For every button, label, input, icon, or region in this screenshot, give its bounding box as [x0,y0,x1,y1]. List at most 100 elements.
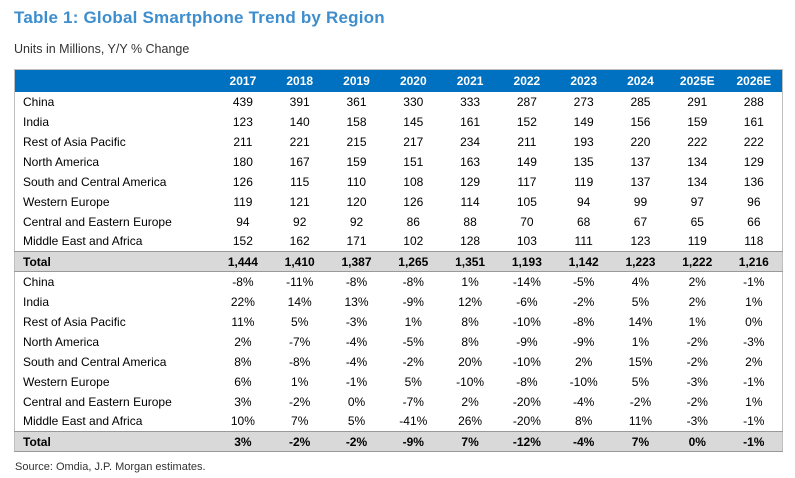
cell-value: 114 [460,194,480,209]
column-header: 2023 [555,69,613,92]
cell-value: 121 [289,194,310,209]
cell-value: 1,193 [498,251,556,272]
row-label: Central and Eastern Europe [23,394,172,409]
cell-value: -1% [743,274,765,289]
cell-value: 8% [461,334,479,349]
cell-value: 102 [403,234,424,249]
cell-value: 117 [517,174,537,189]
row-label: Total [14,251,215,272]
cell-value: 2% [234,334,252,349]
cell-value: -2% [573,294,595,309]
cell-value: 1% [631,334,650,349]
cell-value: -9% [573,334,595,349]
cell-value: 140 [289,114,310,129]
cell-value: 111 [574,234,593,249]
cell-value: 2% [461,394,479,409]
cell-value: 167 [289,154,310,169]
row-label: Rest of Asia Pacific [23,314,126,329]
cell-value: -8% [345,274,368,289]
cell-value: -7% [289,334,311,349]
cell-value: 1,410 [271,251,329,272]
cell-value: 8% [575,414,593,429]
cell-value: 158 [346,114,367,129]
table-row: North America 180 167 159 151 163 149 135 137 134… [15,152,783,172]
table-row: Middle East and Africa 10% 7% 5% -41% 26% -20%… [15,412,783,432]
cell-value: 152 [232,234,253,249]
cell-value: -2% [402,354,424,369]
row-label: North America [23,154,100,169]
table-row: India 123 140 158 145 161 152 149 156 159 161 [15,112,783,132]
cell-value: 1,216 [725,251,783,272]
cell-value: 163 [460,154,481,169]
cell-value: 103 [516,234,537,249]
cell-value: 285 [630,94,651,109]
cell-value: 2% [688,294,706,309]
cell-value: 68 [577,214,591,229]
cell-value: 7% [441,431,499,452]
table-row: Central and Eastern Europe 3% -2% 0% -7% 2% -2… [15,392,783,412]
cell-value: 1% [745,294,763,309]
cell-value: 2% [575,354,593,369]
cell-value: -10% [456,374,485,389]
column-header: 2018 [271,69,329,92]
cell-value: 5% [347,414,366,429]
cell-value: 8% [461,314,479,329]
cell-value: 1,223 [612,251,669,272]
cell-value: -3% [743,334,765,349]
table-total-row: Total 1,444 1,410 1,387 1,265 1,351 1,193 1,142… [14,251,783,272]
cell-value: -9% [384,431,442,452]
cell-value: 1% [461,274,479,289]
cell-value: -1% [743,414,765,429]
cell-value: 88 [463,214,477,229]
cell-value: 70 [520,214,534,229]
cell-value: -12% [498,431,556,452]
cell-value: 439 [232,94,253,109]
cell-value: -11% [286,274,314,289]
cell-value: -5% [402,334,424,349]
cell-value: 149 [516,154,537,169]
cell-value: -2% [686,394,708,409]
cell-value: 94 [577,194,591,209]
table-total-row: Total 3% -2% -2% -9% 7% -12% -4% 7% 0% -1% [14,431,783,452]
cell-value: 222 [687,134,708,149]
cell-value: -2% [686,354,708,369]
cell-value: 11% [628,414,653,429]
column-header: 2017 [214,69,272,92]
cell-value: -3% [686,374,708,389]
table-title: Table 1: Global Smartphone Trend by Regi… [14,8,385,27]
cell-value: 119 [233,194,253,209]
row-label: Middle East and Africa [23,234,143,249]
cell-value: 137 [630,154,651,169]
cell-value: 120 [346,194,367,209]
cell-value: 96 [747,194,761,209]
cell-value: 0% [745,314,763,329]
cell-value: 10% [230,414,255,429]
row-label: India [23,114,50,129]
cell-value: 287 [516,94,537,109]
cell-value: 126 [232,174,253,189]
row-label: South and Central America [23,174,167,189]
cell-value: 99 [633,194,648,209]
cell-value: 1% [291,374,309,389]
table-row: South and Central America 8% -8% -4% -2% 20% -… [15,352,783,372]
cell-value: 13% [344,294,369,309]
table-row: India 22% 14% 13% -9% 12% -6% -2% 5% 2% 1% [15,292,783,312]
cell-value: 0% [668,431,726,452]
cell-value: 291 [687,94,708,109]
cell-value: 211 [233,134,253,149]
table-row: South and Central America 126 115 110 108 129… [15,172,783,192]
cell-value: 110 [346,174,367,189]
column-header: 2022 [498,69,556,92]
cell-value: 6% [234,374,252,389]
cell-value: 215 [346,134,367,149]
cell-value: 220 [630,134,651,149]
cell-value: 137 [630,174,651,189]
cell-value: 1,387 [328,251,385,272]
cell-value: -2% [328,431,385,452]
cell-value: 221 [289,134,310,149]
cell-value: -3% [686,414,708,429]
cell-value: 330 [403,94,424,109]
row-label: Western Europe [23,374,110,389]
cell-value: 135 [573,154,594,169]
cell-value: 7% [291,414,309,429]
